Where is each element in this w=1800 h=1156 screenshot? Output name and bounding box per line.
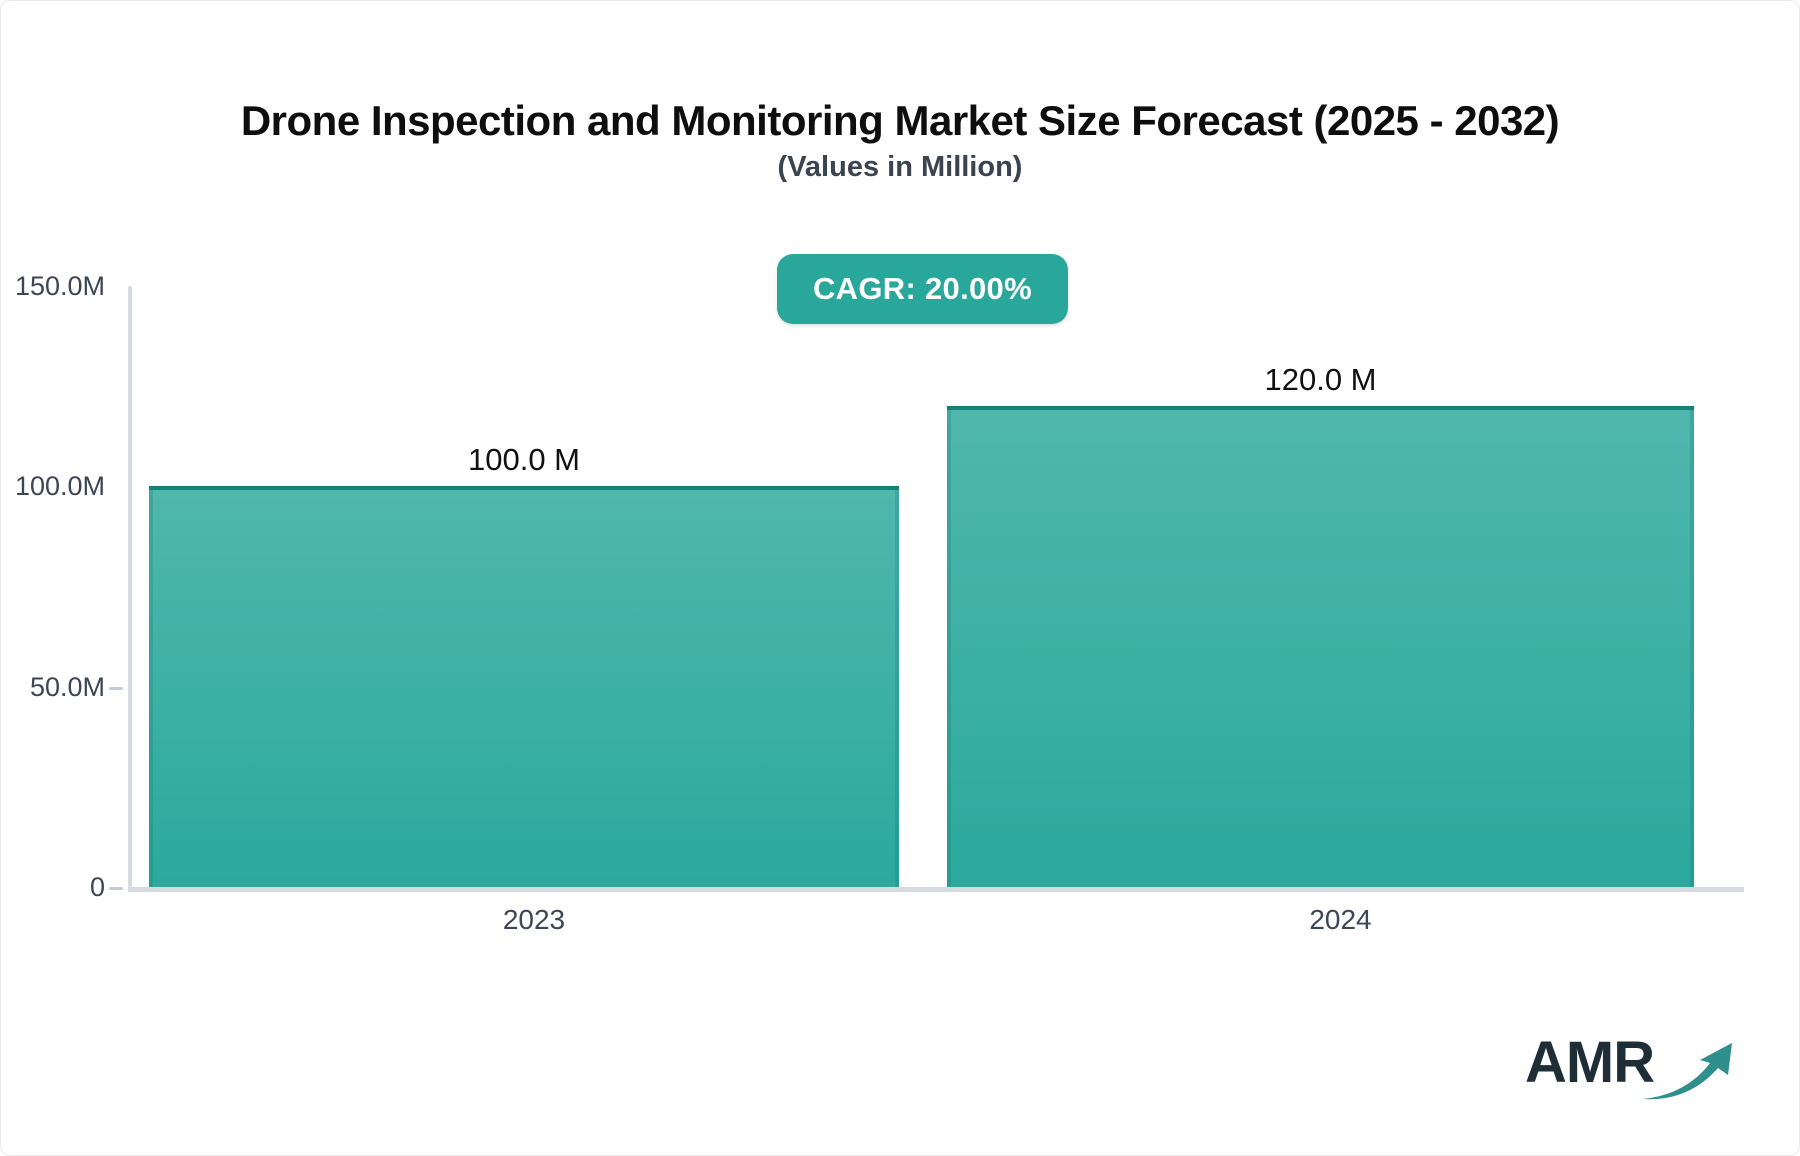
chart-title: Drone Inspection and Monitoring Market S… (240, 97, 1560, 144)
amr-logo: AMR (1525, 1027, 1736, 1108)
y-axis-line (128, 286, 132, 887)
y-axis-tick-mark (109, 887, 123, 890)
y-axis-tick-label: 150.0M (14, 271, 105, 301)
bar-value-label-2023: 100.0 M (467, 442, 580, 477)
bar-value-label-2024: 120.0 M (1264, 362, 1377, 397)
x-axis-label-2024: 2024 (1309, 904, 1372, 935)
bar-2024[interactable] (947, 406, 1694, 887)
y-axis-tick-label: 50.0M (29, 672, 105, 702)
amr-logo-text: AMR (1525, 1030, 1655, 1095)
growth-arrow-icon (1640, 1041, 1736, 1108)
cagr-badge: CAGR: 20.00% (777, 254, 1068, 324)
y-axis-tick-label: 0 (89, 872, 105, 902)
chart-subtitle: (Values in Million) (777, 151, 1023, 183)
y-axis-tick-mark (109, 687, 123, 690)
x-axis-label-2023: 2023 (502, 904, 566, 935)
bar-2023[interactable] (149, 486, 899, 887)
y-axis-tick-label: 100.0M (14, 471, 105, 501)
x-axis-line (128, 887, 1744, 892)
